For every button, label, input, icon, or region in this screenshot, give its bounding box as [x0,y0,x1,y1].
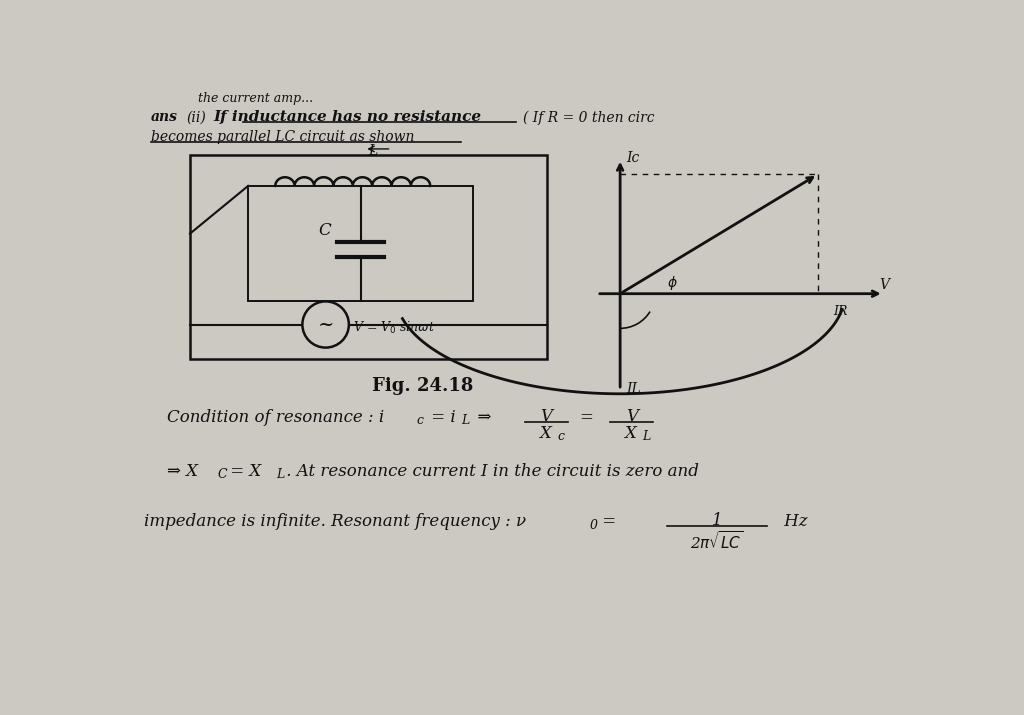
Text: $\phi$: $\phi$ [667,275,677,292]
Text: ⇒: ⇒ [467,409,492,426]
Bar [190,155,547,359]
Text: Ic: Ic [627,152,640,165]
Text: the current amp...: the current amp... [198,92,313,105]
Text: If inductance has no resistance: If inductance has no resistance [213,110,481,124]
Text: Condition of resonance : i: Condition of resonance : i [167,409,384,426]
Text: ans: ans [152,110,178,124]
Text: impedance is infinite. Resonant frequency : ν: impedance is infinite. Resonant frequenc… [143,513,525,530]
Text: =: = [597,513,616,530]
Text: V: V [880,278,890,292]
Text: = i: = i [426,409,456,426]
Text: V: V [541,408,553,425]
Text: Hz: Hz [779,513,808,530]
Text: C: C [217,468,226,481]
Text: =: = [579,409,593,426]
Text: c: c [417,414,423,427]
Text: L: L [276,468,285,481]
Text: 2$\pi\sqrt{LC}$: 2$\pi\sqrt{LC}$ [690,530,743,552]
Text: . At resonance current I in the circuit is zero and: . At resonance current I in the circuit … [282,463,699,480]
Text: 0: 0 [590,519,598,532]
Bar [248,186,473,302]
Text: L: L [643,430,651,443]
Text: = X: = X [225,463,261,480]
Text: L: L [461,414,469,427]
Text: V: V [626,408,638,425]
Text: becomes parallel LC circuit as shown: becomes parallel LC circuit as shown [152,130,415,144]
Text: V = V$_0$ sin$\omega$t: V = V$_0$ sin$\omega$t [352,320,435,336]
Text: X: X [624,425,636,442]
Text: Fig. 24.18: Fig. 24.18 [372,377,473,395]
Text: IR: IR [834,305,848,318]
Text: (ii): (ii) [186,110,206,124]
Text: X: X [539,425,551,442]
Text: 1: 1 [712,512,722,528]
Text: ( If R = 0 then circ: ( If R = 0 then circ [523,110,654,125]
Text: ~: ~ [317,315,334,333]
Text: c: c [557,430,564,443]
Text: L: L [369,144,378,157]
Text: C: C [317,222,331,239]
Text: IL: IL [627,383,641,396]
Text: ⇒ X: ⇒ X [167,463,198,480]
